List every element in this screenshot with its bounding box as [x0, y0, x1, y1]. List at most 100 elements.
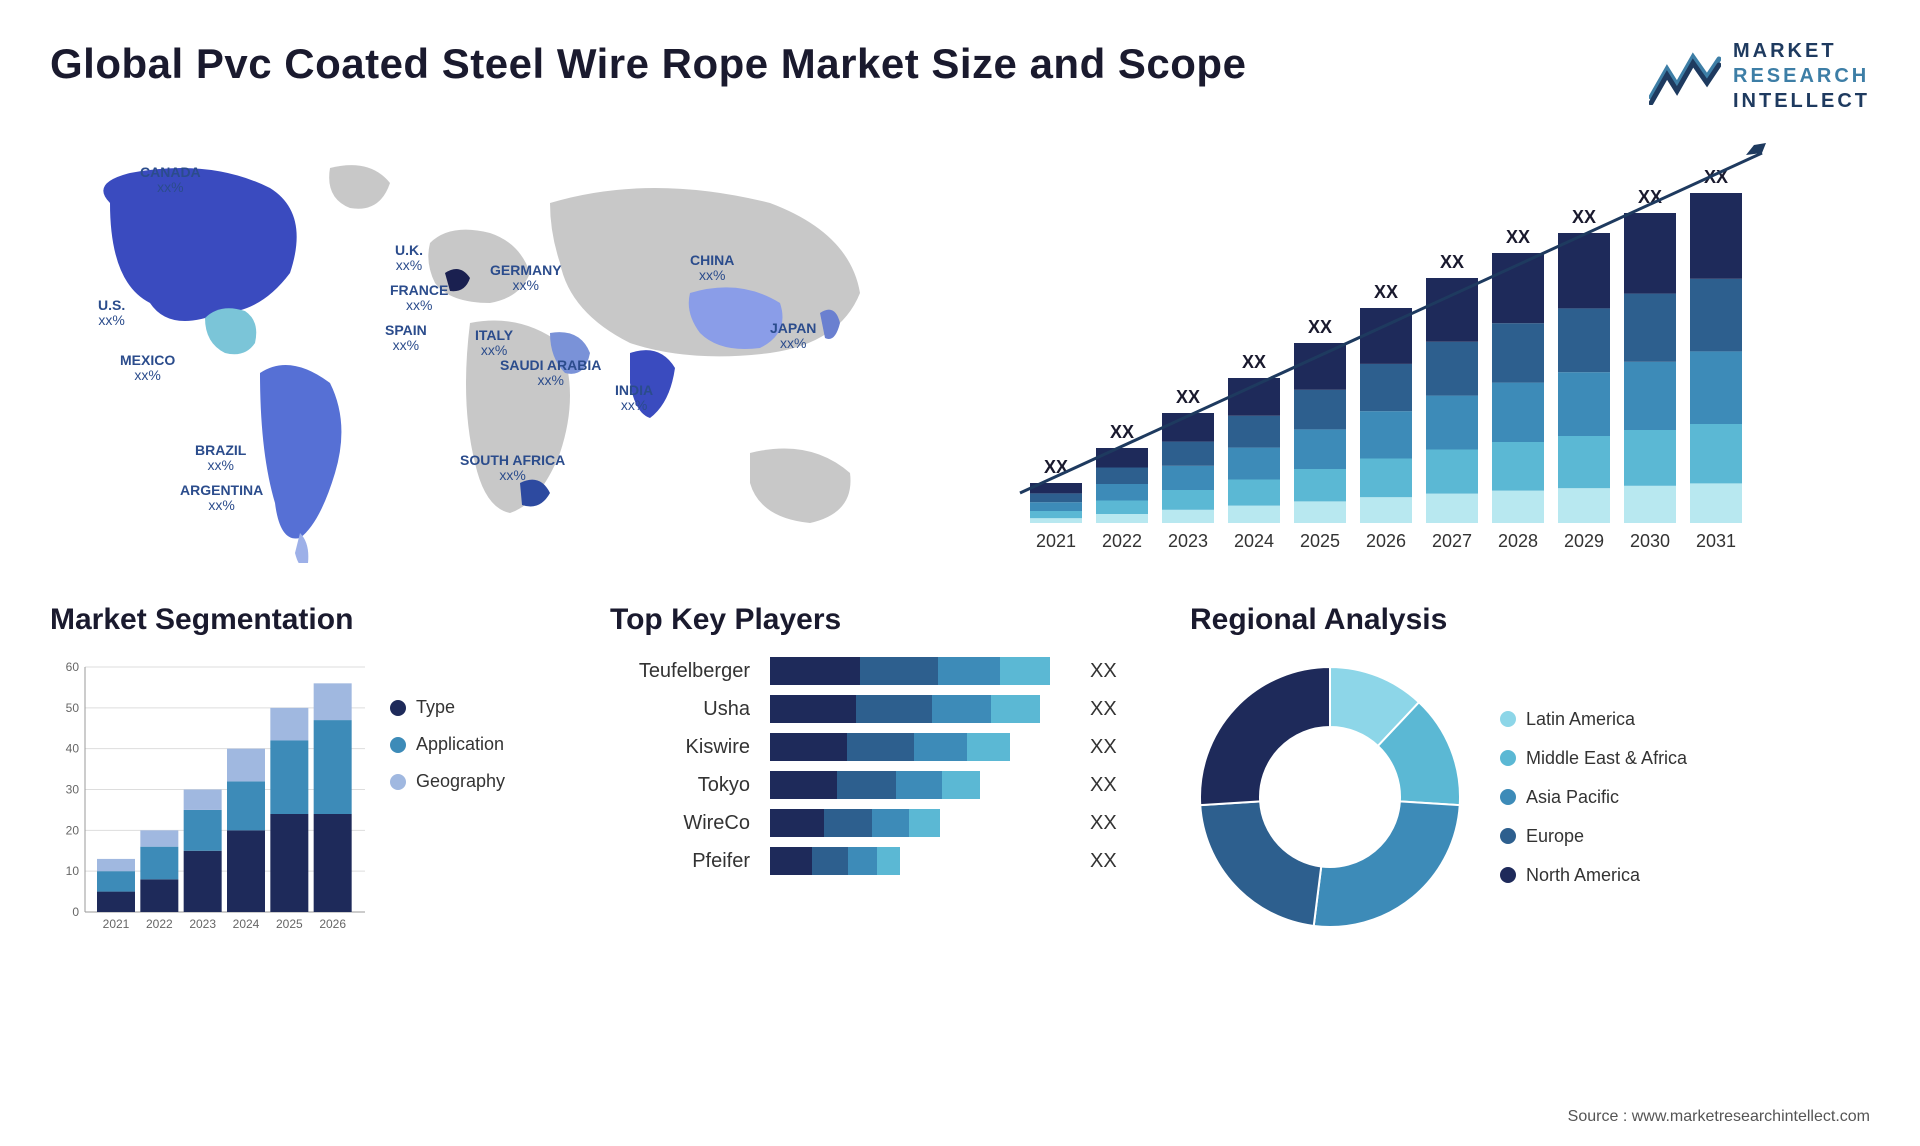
svg-text:2024: 2024 — [233, 917, 260, 931]
svg-text:60: 60 — [66, 660, 80, 674]
svg-text:2022: 2022 — [1102, 531, 1142, 551]
regional-title: Regional Analysis — [1190, 603, 1870, 637]
player-row: KiswireXX — [610, 733, 1150, 761]
legend-label: Middle East & Africa — [1526, 748, 1687, 769]
legend-dot-icon — [390, 737, 406, 753]
player-name: WireCo — [610, 812, 750, 835]
svg-text:10: 10 — [66, 864, 80, 878]
segmentation-chart-svg: 0102030405060202120222023202420252026 — [50, 657, 370, 937]
legend-label: Europe — [1526, 826, 1584, 847]
regional-legend: Latin America Middle East & Africa Asia Pa… — [1500, 709, 1687, 886]
map-label-argentina: ARGENTINAxx% — [180, 483, 263, 514]
seg-legend-item: Type — [390, 697, 505, 718]
regional-legend-item: Europe — [1500, 826, 1687, 847]
player-bar-segment — [872, 809, 909, 837]
map-label-canada: CANADAxx% — [140, 165, 201, 196]
map-label-south-africa: SOUTH AFRICAxx% — [460, 453, 565, 484]
logo-line1: MARKET — [1733, 40, 1870, 63]
source-text: Source : www.marketresearchintellect.com — [1568, 1108, 1870, 1126]
map-label-china: CHINAxx% — [690, 253, 734, 284]
player-row: TokyoXX — [610, 771, 1150, 799]
growth-chart-panel: XX2021XX2022XX2023XX2024XX2025XX2026XX20… — [970, 143, 1870, 563]
map-label-saudi-arabia: SAUDI ARABIAxx% — [500, 358, 601, 389]
player-bar — [770, 657, 1070, 685]
player-bar-segment — [770, 809, 824, 837]
svg-text:2022: 2022 — [146, 917, 173, 931]
svg-text:40: 40 — [66, 742, 80, 756]
player-row: Teufelberger XX — [610, 657, 1150, 685]
player-bar-segment — [896, 771, 942, 799]
player-bar-segment — [967, 733, 1010, 761]
logo-line3: INTELLECT — [1733, 90, 1870, 113]
svg-text:XX: XX — [1374, 282, 1398, 302]
legend-dot-icon — [1500, 750, 1516, 766]
map-label-u-k-: U.K.xx% — [395, 243, 423, 274]
svg-text:2027: 2027 — [1432, 531, 1472, 551]
player-bar-segment — [938, 657, 1000, 685]
map-label-spain: SPAINxx% — [385, 323, 427, 354]
legend-dot-icon — [1500, 828, 1516, 844]
legend-dot-icon — [1500, 789, 1516, 805]
page-title: Global Pvc Coated Steel Wire Rope Market… — [50, 40, 1246, 88]
svg-text:XX: XX — [1176, 387, 1200, 407]
player-name: Usha — [610, 698, 750, 721]
player-row: PfeiferXX — [610, 847, 1150, 875]
segmentation-title: Market Segmentation — [50, 603, 570, 637]
legend-label: Application — [416, 734, 504, 755]
map-label-japan: JAPANxx% — [770, 321, 816, 352]
svg-text:30: 30 — [66, 783, 80, 797]
svg-text:2029: 2029 — [1564, 531, 1604, 551]
player-bar-segment — [914, 733, 967, 761]
player-row: UshaXX — [610, 695, 1150, 723]
svg-text:2025: 2025 — [1300, 531, 1340, 551]
player-bar-segment — [770, 771, 837, 799]
map-label-mexico: MEXICOxx% — [120, 353, 175, 384]
map-label-india: INDIAxx% — [615, 383, 653, 414]
player-name: Teufelberger — [610, 660, 750, 683]
player-bar-segment — [991, 695, 1040, 723]
players-panel: Top Key Players Teufelberger XX UshaXX Kisw… — [610, 603, 1150, 937]
svg-text:2021: 2021 — [1036, 531, 1076, 551]
logo-icon — [1649, 49, 1721, 105]
player-bar — [770, 733, 1070, 761]
regional-legend-item: Latin America — [1500, 709, 1687, 730]
player-value: XX — [1090, 660, 1117, 683]
svg-text:2023: 2023 — [1168, 531, 1208, 551]
svg-text:XX: XX — [1506, 227, 1530, 247]
regional-legend-item: Asia Pacific — [1500, 787, 1687, 808]
player-bar-segment — [770, 657, 860, 685]
player-bar-segment — [932, 695, 991, 723]
segmentation-panel: Market Segmentation 01020304050602021202… — [50, 603, 570, 937]
regional-legend-item: Middle East & Africa — [1500, 748, 1687, 769]
player-bar-segment — [837, 771, 896, 799]
players-title: Top Key Players — [610, 603, 1150, 637]
player-bar-segment — [909, 809, 940, 837]
svg-text:2026: 2026 — [319, 917, 346, 931]
player-bar-segment — [770, 733, 847, 761]
player-name: Tokyo — [610, 774, 750, 797]
player-bar — [770, 695, 1070, 723]
map-label-france: FRANCExx% — [390, 283, 448, 314]
map-label-italy: ITALYxx% — [475, 328, 513, 359]
player-row: WireCoXX — [610, 809, 1150, 837]
svg-text:2028: 2028 — [1498, 531, 1538, 551]
player-bar — [770, 847, 1070, 875]
legend-label: Asia Pacific — [1526, 787, 1619, 808]
growth-chart-svg: XX2021XX2022XX2023XX2024XX2025XX2026XX20… — [970, 143, 1870, 563]
seg-legend-item: Application — [390, 734, 505, 755]
seg-legend-item: Geography — [390, 771, 505, 792]
map-label-u-s-: U.S.xx% — [98, 298, 125, 329]
svg-text:XX: XX — [1440, 252, 1464, 272]
brand-logo: MARKET RESEARCH INTELLECT — [1649, 40, 1870, 113]
player-bar-segment — [812, 847, 848, 875]
players-list: Teufelberger XX UshaXX KiswireXX TokyoXX Wire… — [610, 657, 1150, 875]
svg-text:2024: 2024 — [1234, 531, 1274, 551]
player-bar-segment — [877, 847, 900, 875]
player-bar-segment — [860, 657, 938, 685]
legend-label: Latin America — [1526, 709, 1635, 730]
world-map-panel: CANADAxx%U.S.xx%MEXICOxx%BRAZILxx%ARGENT… — [50, 143, 930, 563]
logo-line2: RESEARCH — [1733, 65, 1870, 88]
legend-dot-icon — [1500, 867, 1516, 883]
legend-label: Type — [416, 697, 455, 718]
regional-donut-svg — [1190, 657, 1470, 937]
